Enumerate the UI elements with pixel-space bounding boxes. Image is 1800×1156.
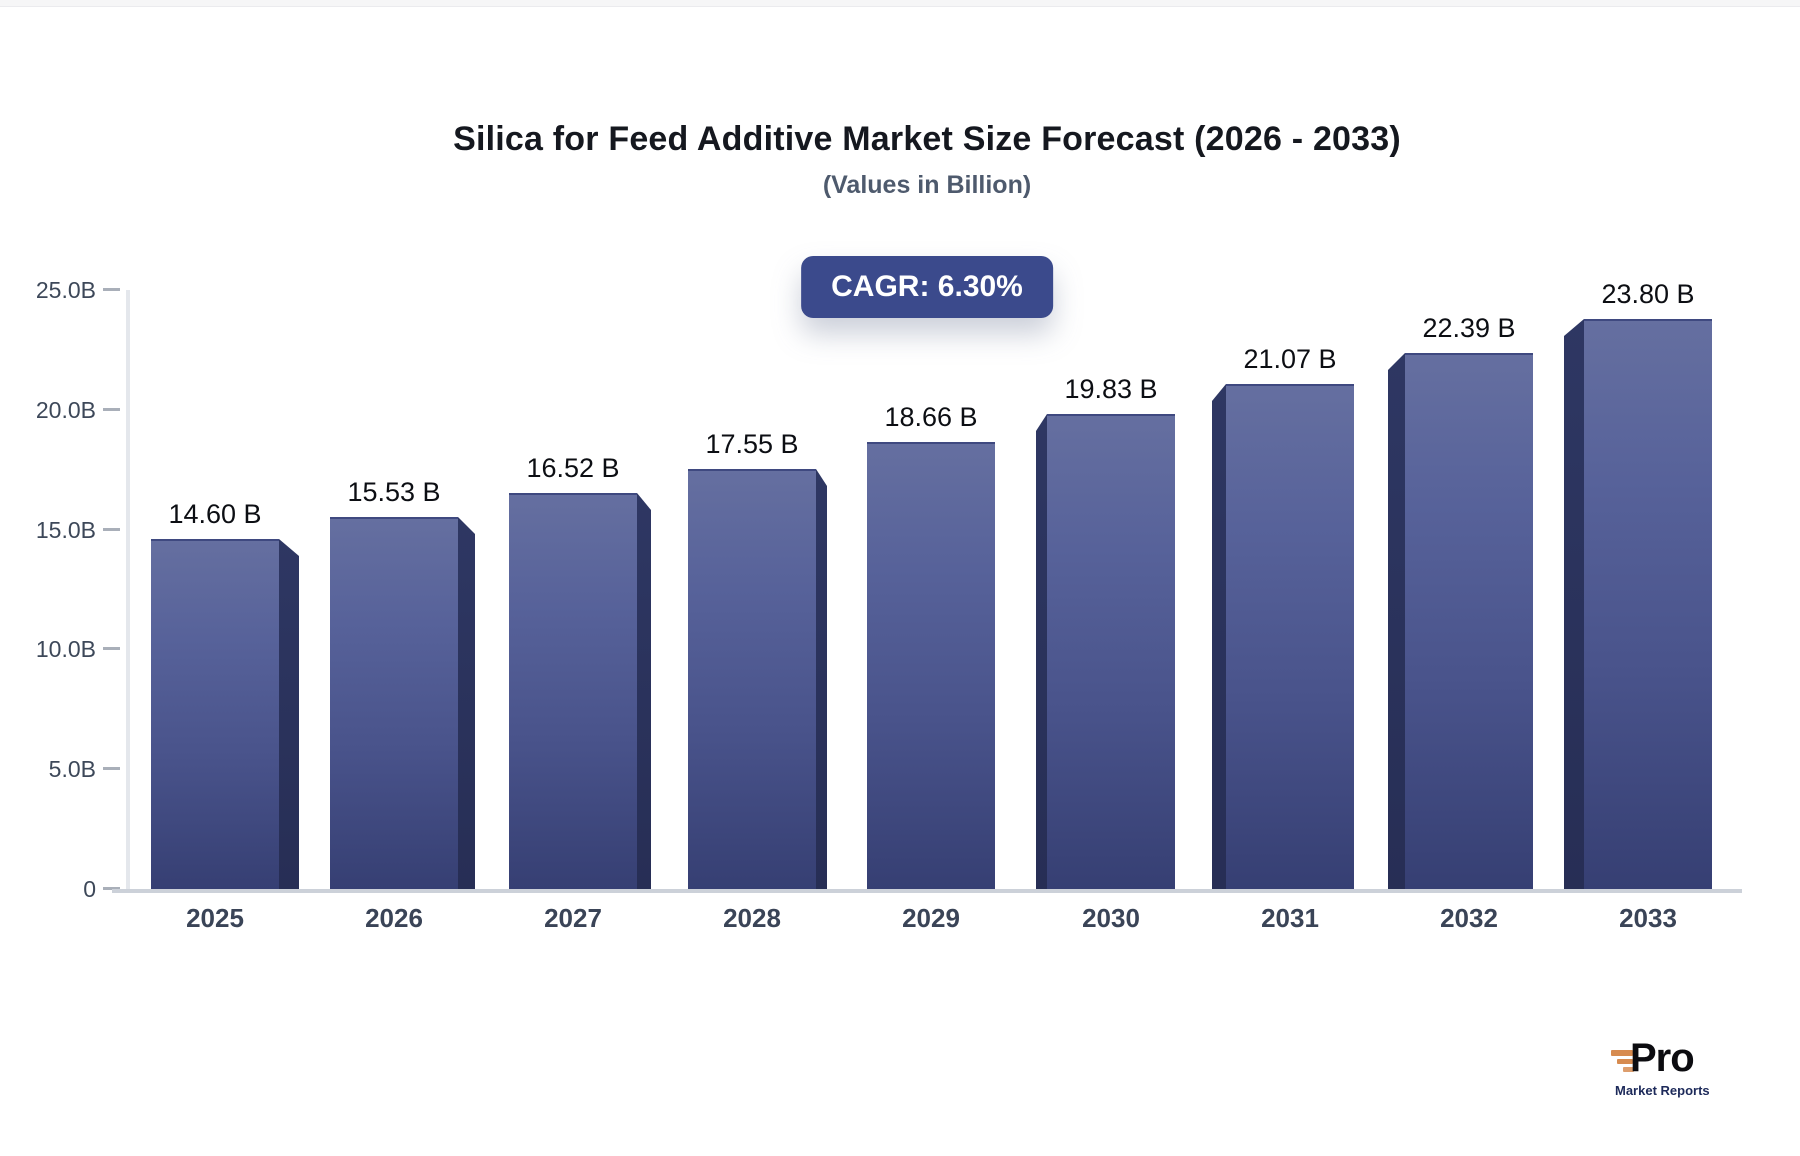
x-axis-label-2027: 2027 (544, 903, 602, 933)
x-axis-label-2032: 2032 (1440, 903, 1498, 933)
bar-value-label: 22.39 B (1422, 313, 1516, 343)
bar-2030 (1047, 414, 1175, 889)
bar-value-label: 16.52 B (526, 453, 620, 483)
bar-side-face (637, 493, 651, 889)
y-tick-label: 25.0B (35, 277, 96, 303)
y-tick-mark (103, 767, 120, 771)
bar-2028 (688, 469, 816, 889)
bar-side-face (1564, 319, 1584, 889)
bar-side-face (458, 517, 475, 889)
logo-bars-icon (1617, 1059, 1633, 1064)
bar-side-face (279, 539, 299, 889)
y-tick-mark (103, 647, 120, 651)
logo-tagline: Market Reports (1615, 1083, 1710, 1098)
bar-2027 (509, 493, 637, 889)
bar-2029 (867, 442, 995, 889)
chart-title: Silica for Feed Additive Market Size For… (453, 119, 1401, 158)
logo-bars-icon (1611, 1050, 1633, 1056)
logo-name: Pro (1630, 1036, 1695, 1080)
y-tick-mark (103, 288, 120, 291)
y-tick-label: 10.0B (35, 636, 96, 663)
bar-value-label: 23.80 B (1601, 279, 1695, 309)
x-axis-label-2029: 2029 (902, 903, 960, 933)
bar-side-face (1036, 414, 1047, 889)
y-tick-label: 0 (83, 876, 96, 902)
y-tick-mark (103, 887, 120, 890)
chart-subtitle: (Values in Billion) (822, 170, 1032, 199)
bar-2033 (1584, 319, 1712, 889)
x-axis-label-2031: 2031 (1261, 903, 1319, 933)
bar-side-face (1388, 353, 1405, 889)
bar-2032 (1405, 353, 1533, 889)
cagr-badge: CAGR: 6.30% (801, 256, 1053, 318)
bar-value-label: 15.53 B (347, 477, 441, 507)
y-tick-label: 5.0B (48, 756, 96, 783)
bar-side-face (1212, 384, 1226, 889)
y-tick-label: 15.0B (35, 516, 96, 543)
bar-value-label: 21.07 B (1243, 344, 1337, 374)
y-tick-mark (103, 407, 120, 411)
bar-value-label: 17.55 B (705, 429, 799, 459)
x-axis-label-2028: 2028 (723, 903, 781, 933)
brand-logo: Pro Market Reports (1607, 1036, 1717, 1102)
bar-2025 (151, 539, 279, 889)
y-tick-label: 20.0B (35, 396, 96, 423)
y-tick-mark (103, 527, 120, 531)
x-axis-label-2025: 2025 (186, 903, 244, 933)
bar-value-label: 19.83 B (1064, 374, 1158, 404)
bar-value-label: 14.60 B (168, 499, 262, 529)
bar-2026 (330, 517, 458, 889)
logo-bars-icon (1623, 1067, 1634, 1072)
bar-value-label: 18.66 B (884, 402, 978, 432)
x-axis-label-2030: 2030 (1082, 903, 1140, 933)
x-axis-baseline (112, 889, 1742, 893)
bar-2031 (1226, 384, 1354, 889)
y-axis-line (126, 290, 130, 889)
x-axis-label-2026: 2026 (365, 903, 423, 933)
page-top-strip (0, 0, 1800, 7)
bar-side-face (816, 469, 827, 889)
x-axis-label-2033: 2033 (1619, 903, 1677, 933)
